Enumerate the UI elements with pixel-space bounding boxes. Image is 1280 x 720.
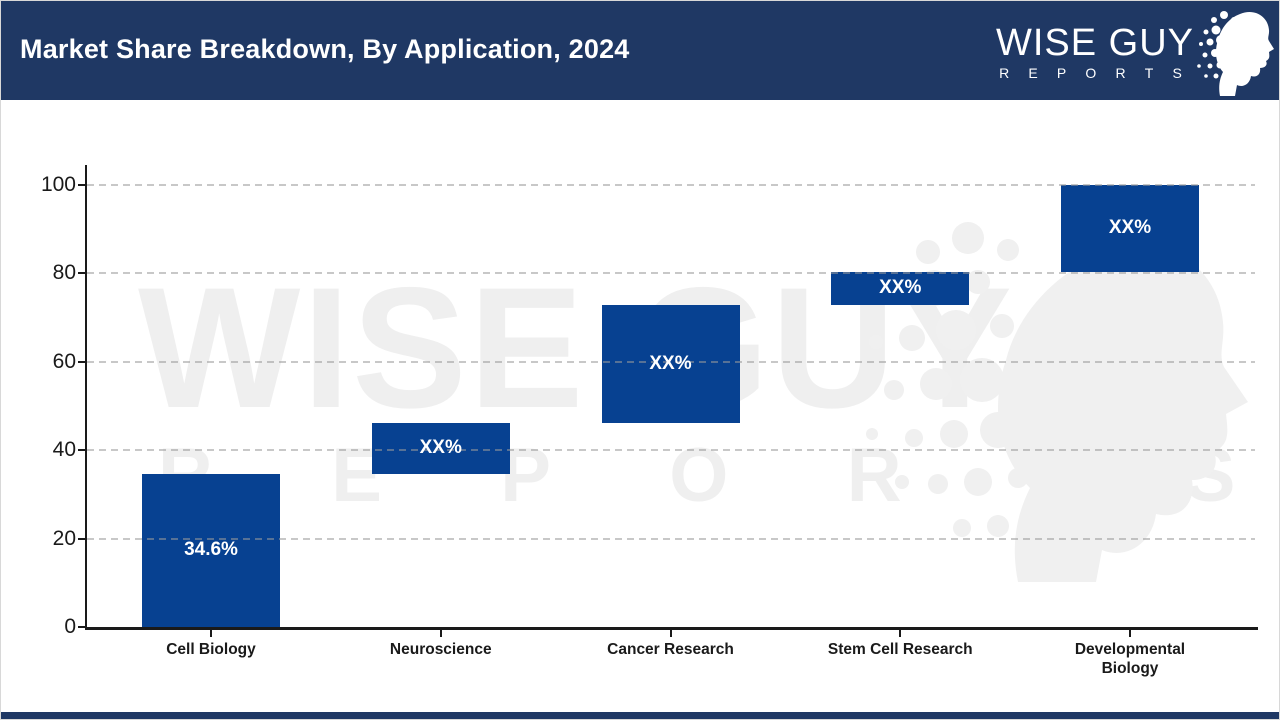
y-tick-mark <box>78 183 86 186</box>
gridline <box>87 360 1255 363</box>
x-tick-label: Developmental Biology <box>1074 641 1186 677</box>
chart-title: Market Share Breakdown, By Application, … <box>20 34 630 64</box>
x-tick-mark <box>899 630 902 637</box>
bar <box>601 304 740 423</box>
y-tick-mark <box>78 537 86 540</box>
gridline <box>87 537 1255 540</box>
brand-logo: WISE GUY R E P O R T S <box>996 6 1274 96</box>
x-tick-label: Stem Cell Research <box>827 641 973 658</box>
footer-bar <box>0 712 1280 720</box>
bar-value-label: XX% <box>879 277 922 299</box>
x-tick-label: Neuroscience <box>389 641 492 658</box>
bar-value-label: XX% <box>419 437 462 459</box>
bar <box>142 473 280 627</box>
brand-subname: R E P O R T S <box>999 65 1191 81</box>
y-tick-label: 100 <box>40 172 76 196</box>
y-tick-label: 20 <box>52 526 76 550</box>
y-tick-label: 60 <box>52 349 76 373</box>
y-tick-mark <box>78 449 86 451</box>
y-tick-mark <box>78 272 86 274</box>
x-tick-mark <box>210 630 212 637</box>
bar <box>831 272 970 305</box>
x-tick-mark <box>1129 630 1131 637</box>
gridline <box>87 183 1255 186</box>
bar <box>1061 184 1199 273</box>
bar-value-label: XX% <box>649 352 692 374</box>
x-tick-label: Cancer Research <box>607 641 734 658</box>
x-tick-mark <box>439 630 442 637</box>
watermark-head-icon <box>866 222 1248 582</box>
brand-wordmark: WISE GUY R E P O R T S <box>996 24 1194 81</box>
y-axis-spine <box>85 165 87 627</box>
bar-value-label: 34.6% <box>184 539 238 561</box>
y-tick-mark <box>78 360 86 363</box>
gridline <box>87 272 1255 274</box>
x-tick-label: Cell Biology <box>166 641 256 658</box>
y-tick-label: 0 <box>64 615 76 638</box>
bar-value-label: XX% <box>1108 217 1152 239</box>
y-tick-label: 40 <box>52 438 76 461</box>
x-tick-mark <box>669 630 672 637</box>
y-tick-mark <box>78 626 86 628</box>
header-bar: Market Share Breakdown, By Application, … <box>0 0 1280 100</box>
y-tick-label: 80 <box>52 261 76 284</box>
gridline <box>87 449 1255 451</box>
x-axis-spine <box>85 627 1258 630</box>
brand-head-icon <box>1197 11 1274 96</box>
brand-name: WISE GUY <box>995 22 1194 64</box>
bar <box>371 423 510 474</box>
